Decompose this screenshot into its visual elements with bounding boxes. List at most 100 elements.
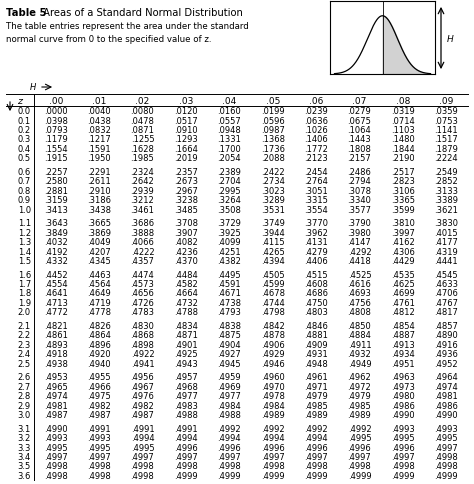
- Text: .4099: .4099: [218, 238, 241, 247]
- Text: .2549: .2549: [435, 167, 458, 177]
- Text: .4750: .4750: [304, 298, 328, 307]
- Text: .4996: .4996: [347, 442, 371, 452]
- Text: .3461: .3461: [130, 205, 155, 214]
- Text: .3133: .3133: [434, 186, 458, 196]
- Text: .4943: .4943: [174, 359, 198, 368]
- Text: .2454: .2454: [304, 167, 328, 177]
- Text: .4993: .4993: [391, 424, 415, 433]
- Text: .0987: .0987: [261, 126, 285, 135]
- Text: .3365: .3365: [391, 196, 415, 205]
- Text: .4131: .4131: [304, 238, 328, 247]
- Text: .4906: .4906: [261, 340, 284, 349]
- Text: .3749: .3749: [261, 219, 285, 228]
- Text: .4319: .4319: [435, 247, 458, 256]
- Text: .1628: .1628: [130, 145, 155, 153]
- Text: .4977: .4977: [218, 392, 241, 400]
- Text: .4953: .4953: [44, 373, 68, 381]
- Text: .4979: .4979: [304, 392, 328, 400]
- Text: .08: .08: [396, 96, 410, 106]
- Text: .4744: .4744: [261, 298, 284, 307]
- Text: .4864: .4864: [87, 331, 111, 340]
- Text: 1.7: 1.7: [18, 279, 31, 288]
- Text: .4991: .4991: [87, 424, 111, 433]
- Text: 3.4: 3.4: [18, 452, 31, 461]
- Text: .0517: .0517: [174, 116, 198, 125]
- Text: 1.1: 1.1: [18, 219, 31, 228]
- Text: .4997: .4997: [131, 452, 155, 461]
- Text: .4957: .4957: [174, 373, 198, 381]
- Text: .4996: .4996: [174, 442, 198, 452]
- Text: .4678: .4678: [261, 289, 285, 298]
- Text: .3665: .3665: [87, 219, 111, 228]
- Text: .2291: .2291: [87, 167, 111, 177]
- Text: .4452: .4452: [44, 270, 67, 279]
- Text: .2764: .2764: [304, 177, 328, 186]
- Text: .2881: .2881: [44, 186, 68, 196]
- Text: .4875: .4875: [218, 331, 241, 340]
- Text: .4975: .4975: [87, 392, 111, 400]
- Text: .2224: .2224: [435, 154, 458, 163]
- Text: .3023: .3023: [261, 186, 285, 196]
- Text: .0160: .0160: [218, 107, 241, 116]
- Text: .0636: .0636: [304, 116, 328, 125]
- Text: .2190: .2190: [391, 154, 415, 163]
- Text: .4998: .4998: [44, 471, 68, 480]
- Text: .4997: .4997: [435, 442, 458, 452]
- Text: .4345: .4345: [87, 257, 111, 265]
- Text: .4236: .4236: [174, 247, 198, 256]
- Text: .4616: .4616: [347, 279, 372, 288]
- Text: .4979: .4979: [347, 392, 371, 400]
- Text: Table 5: Table 5: [6, 8, 46, 18]
- Text: .4857: .4857: [434, 321, 458, 330]
- Text: .4993: .4993: [435, 424, 458, 433]
- Text: .4962: .4962: [347, 373, 371, 381]
- Text: .4916: .4916: [435, 340, 458, 349]
- Text: .1772: .1772: [304, 145, 328, 153]
- Text: .1736: .1736: [261, 145, 285, 153]
- Text: .4911: .4911: [348, 340, 371, 349]
- Text: .0557: .0557: [218, 116, 241, 125]
- Text: .4505: .4505: [261, 270, 284, 279]
- Text: .0120: .0120: [174, 107, 198, 116]
- Text: .4995: .4995: [391, 433, 415, 442]
- Text: .4808: .4808: [347, 308, 372, 317]
- Text: .4996: .4996: [304, 442, 328, 452]
- Text: .4901: .4901: [174, 340, 198, 349]
- Text: .00: .00: [48, 96, 63, 106]
- Text: .4265: .4265: [261, 247, 284, 256]
- Text: .1293: .1293: [174, 135, 198, 144]
- Text: .4332: .4332: [44, 257, 68, 265]
- Text: .2357: .2357: [174, 167, 198, 177]
- Text: .4995: .4995: [435, 433, 458, 442]
- Text: .4998: .4998: [261, 461, 284, 470]
- Text: .4976: .4976: [130, 392, 155, 400]
- Text: .4991: .4991: [131, 424, 155, 433]
- Text: .4971: .4971: [304, 382, 328, 391]
- Text: .2910: .2910: [87, 186, 111, 196]
- Text: .3438: .3438: [87, 205, 111, 214]
- Text: .0910: .0910: [174, 126, 198, 135]
- Text: .04: .04: [222, 96, 237, 106]
- Text: .4850: .4850: [347, 321, 371, 330]
- Text: .4989: .4989: [304, 410, 328, 419]
- Text: .1026: .1026: [304, 126, 328, 135]
- Text: 3.1: 3.1: [18, 424, 31, 433]
- Text: .2157: .2157: [347, 154, 371, 163]
- Text: .4997: .4997: [87, 452, 111, 461]
- Text: .4713: .4713: [44, 298, 68, 307]
- Text: .0398: .0398: [44, 116, 68, 125]
- Text: .2054: .2054: [218, 154, 241, 163]
- Text: 1.2: 1.2: [18, 228, 31, 237]
- Text: .4726: .4726: [130, 298, 155, 307]
- Text: .4982: .4982: [131, 401, 155, 410]
- Text: 0.8: 0.8: [18, 186, 31, 196]
- Text: .4938: .4938: [44, 359, 68, 368]
- Text: .2257: .2257: [44, 167, 68, 177]
- Text: .4998: .4998: [435, 452, 458, 461]
- Text: .3413: .3413: [44, 205, 68, 214]
- Text: .4884: .4884: [347, 331, 372, 340]
- Text: .4956: .4956: [131, 373, 155, 381]
- Text: .4940: .4940: [87, 359, 111, 368]
- Text: .4948: .4948: [304, 359, 328, 368]
- Text: .4515: .4515: [304, 270, 328, 279]
